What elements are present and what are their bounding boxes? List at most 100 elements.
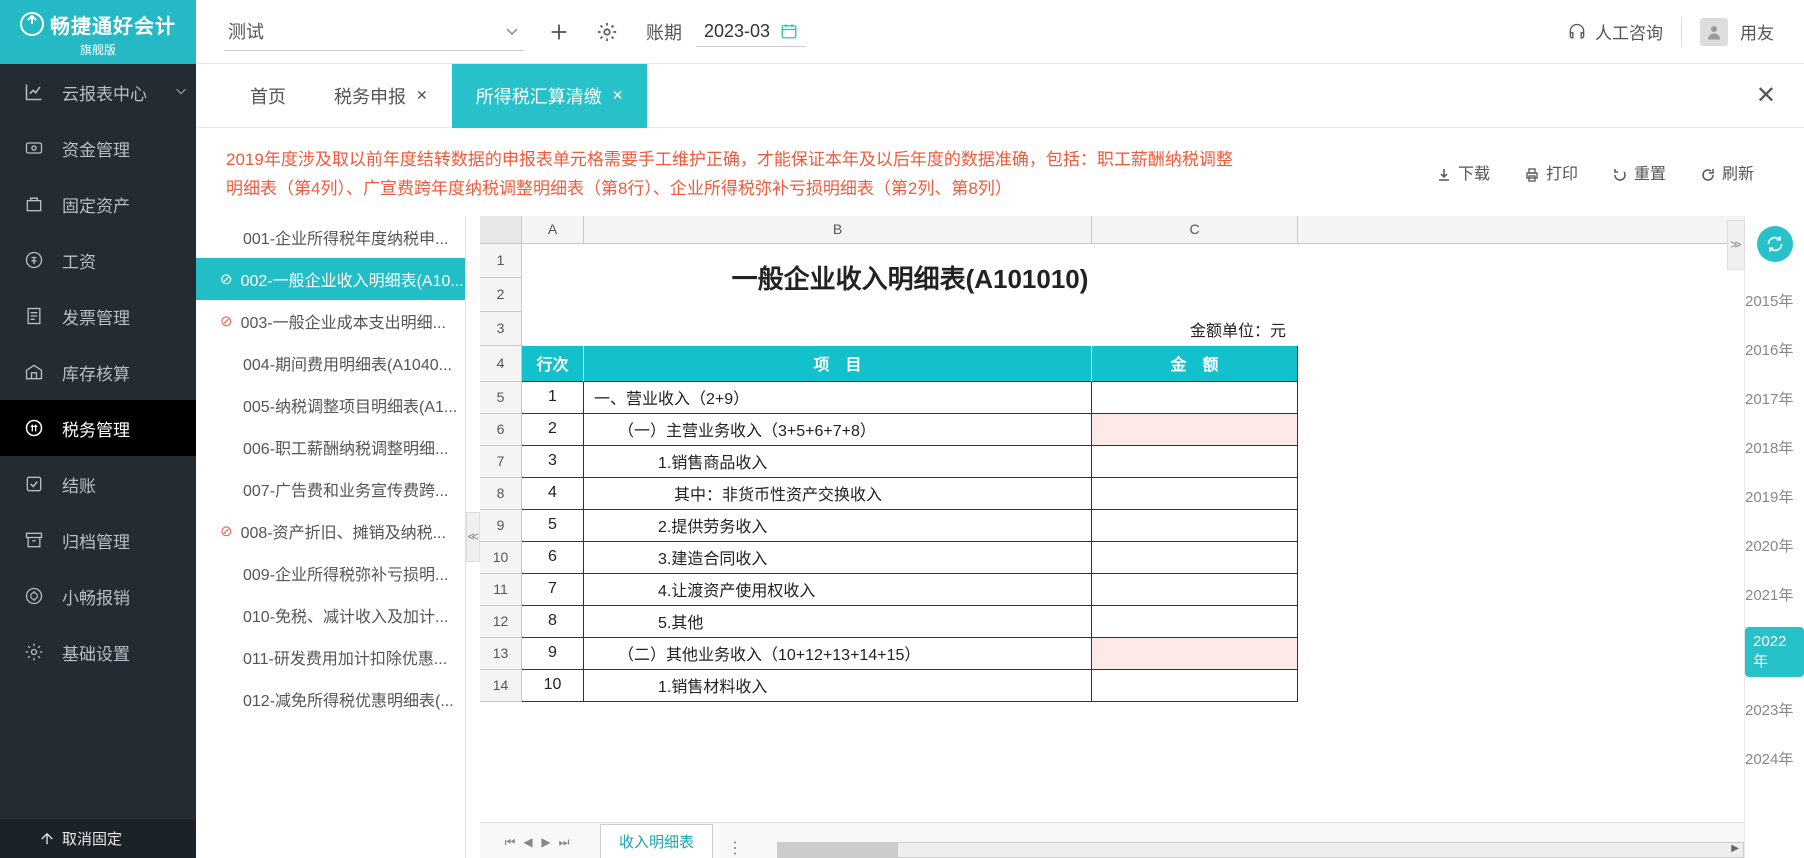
sidebar-item-chart[interactable]: 云报表中心 bbox=[0, 64, 196, 120]
col-header-a[interactable]: A bbox=[522, 216, 584, 243]
sidebar-item-salary[interactable]: 工资 bbox=[0, 232, 196, 288]
download-button[interactable]: 下载 bbox=[1436, 161, 1490, 188]
item-cell[interactable]: 5.其他 bbox=[584, 606, 1092, 638]
form-list-item[interactable]: 009-企业所得税弥补亏损明... bbox=[196, 552, 465, 594]
sidebar-item-reimburse[interactable]: 小畅报销 bbox=[0, 568, 196, 624]
year-expand-handle[interactable]: ≫ bbox=[1727, 220, 1745, 270]
form-list-item[interactable]: 012-减免所得税优惠明细表(... bbox=[196, 678, 465, 720]
amount-cell[interactable] bbox=[1092, 574, 1298, 606]
year-item[interactable]: 2021年 bbox=[1745, 570, 1804, 619]
tab-close-icon[interactable]: ✕ bbox=[416, 87, 428, 104]
close-all-tabs[interactable]: ✕ bbox=[1728, 81, 1804, 110]
col-header-c[interactable]: C bbox=[1092, 216, 1298, 243]
sidebar-item-archive[interactable]: 归档管理 bbox=[0, 512, 196, 568]
year-item[interactable]: 2016年 bbox=[1745, 325, 1804, 374]
tab-close-icon[interactable]: ✕ bbox=[612, 87, 624, 104]
sheet-nav-next[interactable]: ▶ bbox=[538, 834, 554, 850]
sidebar-item-tax[interactable]: 税务管理 bbox=[0, 400, 196, 456]
gear-icon[interactable] bbox=[596, 21, 618, 43]
form-list-item[interactable]: ⊘003-一般企业成本支出明细... bbox=[196, 300, 465, 342]
amount-cell[interactable] bbox=[1092, 510, 1298, 542]
row-header[interactable]: 12 bbox=[480, 606, 522, 638]
sheet-nav-prev[interactable]: ◀ bbox=[520, 834, 536, 850]
amount-cell[interactable] bbox=[1092, 638, 1298, 670]
row-header[interactable]: 3 bbox=[480, 312, 522, 346]
year-item[interactable]: 2023年 bbox=[1745, 685, 1804, 734]
row-header[interactable]: 8 bbox=[480, 478, 522, 510]
item-cell[interactable]: 其中：非货币性资产交换收入 bbox=[584, 478, 1092, 510]
amount-cell[interactable] bbox=[1092, 670, 1298, 702]
row-number-cell[interactable]: 7 bbox=[522, 574, 584, 606]
row-number-cell[interactable]: 2 bbox=[522, 414, 584, 446]
tab[interactable]: 税务申报✕ bbox=[310, 64, 452, 128]
form-list-item[interactable]: 001-企业所得税年度纳税申... bbox=[196, 216, 465, 258]
item-cell[interactable]: 一、营业收入（2+9） bbox=[584, 382, 1092, 414]
form-list-item[interactable]: 007-广告费和业务宣传费跨... bbox=[196, 468, 465, 510]
row-number-cell[interactable]: 8 bbox=[522, 606, 584, 638]
item-cell[interactable]: （二）其他业务收入（10+12+13+14+15） bbox=[584, 638, 1092, 670]
collapse-handle[interactable]: ≪ bbox=[466, 512, 480, 562]
amount-cell[interactable] bbox=[1092, 478, 1298, 510]
year-item[interactable]: 2020年 bbox=[1745, 521, 1804, 570]
sheet-tab[interactable]: 收入明细表 bbox=[600, 824, 713, 858]
row-header[interactable]: 7 bbox=[480, 446, 522, 478]
reset-button[interactable]: 重置 bbox=[1612, 161, 1666, 188]
print-button[interactable]: 打印 bbox=[1524, 161, 1578, 188]
item-cell[interactable]: （一）主营业务收入（3+5+6+7+8） bbox=[584, 414, 1092, 446]
amount-cell[interactable] bbox=[1092, 382, 1298, 414]
year-item[interactable]: 2018年 bbox=[1745, 423, 1804, 472]
form-list-item[interactable]: 011-研发费用加计扣除优惠... bbox=[196, 636, 465, 678]
row-number-cell[interactable]: 4 bbox=[522, 478, 584, 510]
unpin-button[interactable]: 取消固定 bbox=[0, 818, 196, 858]
row-header[interactable]: 4 bbox=[480, 346, 522, 382]
sheet-nav-first[interactable]: ⏮ bbox=[502, 834, 518, 850]
form-list-item[interactable]: 006-职工薪酬纳税调整明细... bbox=[196, 426, 465, 468]
item-cell[interactable]: 3.建造合同收入 bbox=[584, 542, 1092, 574]
period-picker[interactable]: 2023-03 bbox=[696, 17, 806, 47]
refresh-button[interactable]: 刷新 bbox=[1700, 161, 1754, 188]
form-list-item[interactable]: 010-免税、减计收入及加计... bbox=[196, 594, 465, 636]
row-header[interactable]: 6 bbox=[480, 414, 522, 446]
sidebar-item-settings[interactable]: 基础设置 bbox=[0, 624, 196, 680]
sheet-tab-more[interactable]: ⋮ bbox=[713, 838, 757, 858]
form-list-item[interactable]: ⊘002-一般企业收入明细表(A10... bbox=[196, 258, 465, 300]
amount-cell[interactable] bbox=[1092, 446, 1298, 478]
form-list-item[interactable]: ⊘008-资产折旧、摊销及纳税... bbox=[196, 510, 465, 552]
chevron-down-icon[interactable] bbox=[174, 84, 188, 98]
amount-cell[interactable] bbox=[1092, 542, 1298, 574]
row-header[interactable]: 1 bbox=[480, 244, 522, 278]
row-number-cell[interactable]: 3 bbox=[522, 446, 584, 478]
item-cell[interactable]: 4.让渡资产使用权收入 bbox=[584, 574, 1092, 606]
amount-cell[interactable] bbox=[1092, 414, 1298, 446]
year-item[interactable]: 2017年 bbox=[1745, 374, 1804, 423]
item-cell[interactable]: 2.提供劳务收入 bbox=[584, 510, 1092, 542]
sheet-nav-last[interactable]: ⏭ bbox=[556, 834, 572, 850]
row-header[interactable]: 11 bbox=[480, 574, 522, 606]
col-header-b[interactable]: B bbox=[584, 216, 1092, 243]
row-number-cell[interactable]: 10 bbox=[522, 670, 584, 702]
row-header[interactable]: 5 bbox=[480, 382, 522, 414]
tab[interactable]: 所得税汇算清缴✕ bbox=[452, 64, 648, 128]
row-header[interactable]: 9 bbox=[480, 510, 522, 542]
sidebar-item-asset[interactable]: 固定资产 bbox=[0, 176, 196, 232]
sidebar-item-stock[interactable]: 库存核算 bbox=[0, 344, 196, 400]
year-cycle-button[interactable] bbox=[1757, 226, 1793, 262]
form-list-item[interactable]: 004-期间费用明细表(A1040... bbox=[196, 342, 465, 384]
row-number-cell[interactable]: 6 bbox=[522, 542, 584, 574]
add-icon[interactable] bbox=[548, 21, 570, 43]
year-item[interactable]: 2019年 bbox=[1745, 472, 1804, 521]
form-list-item[interactable]: 005-纳税调整项目明细表(A1... bbox=[196, 384, 465, 426]
amount-cell[interactable] bbox=[1092, 606, 1298, 638]
item-cell[interactable]: 1.销售商品收入 bbox=[584, 446, 1092, 478]
tab[interactable]: 首页 bbox=[226, 64, 310, 128]
row-number-cell[interactable]: 5 bbox=[522, 510, 584, 542]
row-header[interactable]: 2 bbox=[480, 278, 522, 312]
horizontal-scrollbar[interactable]: ◀ ▶ bbox=[777, 842, 1744, 858]
support-link[interactable]: 人工咨询 bbox=[1567, 19, 1663, 44]
sidebar-item-close-book[interactable]: 结账 bbox=[0, 456, 196, 512]
year-item[interactable]: 2015年 bbox=[1745, 276, 1804, 325]
year-item[interactable]: 2022年 bbox=[1745, 627, 1804, 677]
user-menu[interactable]: 用友 bbox=[1700, 18, 1774, 46]
row-number-cell[interactable]: 1 bbox=[522, 382, 584, 414]
company-selector[interactable]: 测试 bbox=[224, 12, 524, 51]
